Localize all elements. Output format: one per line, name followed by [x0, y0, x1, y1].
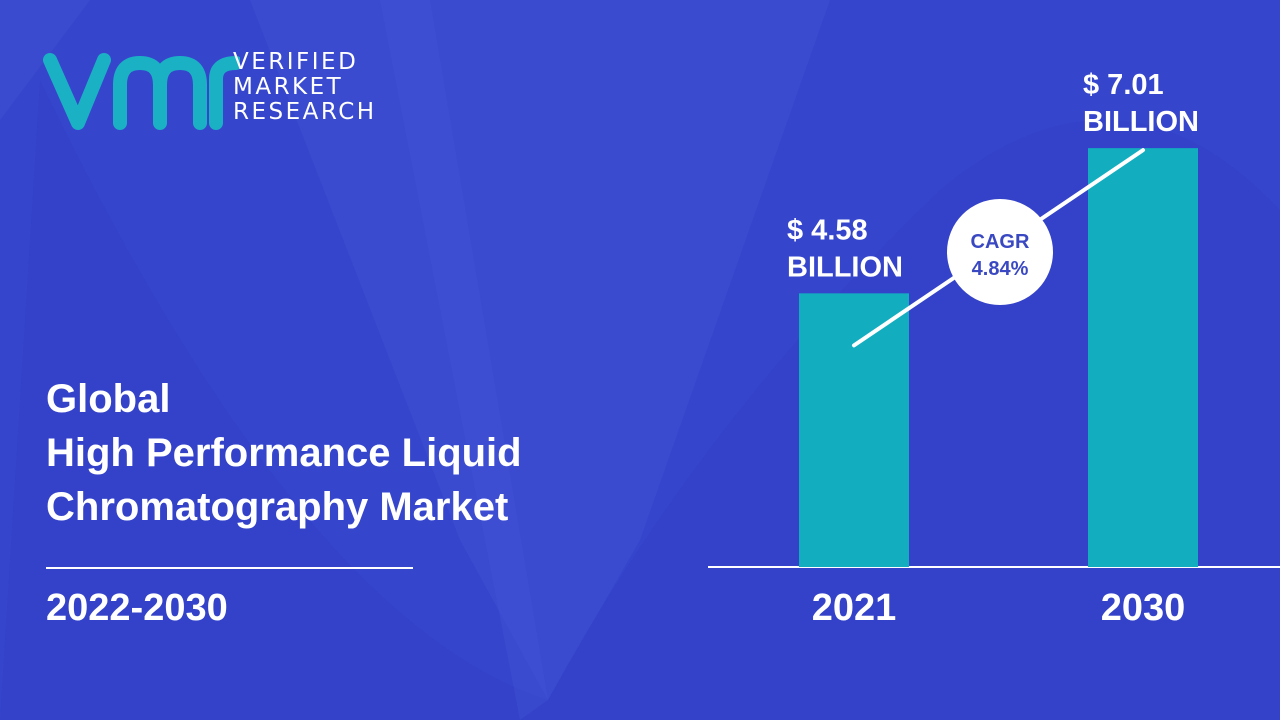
cagr-label-line-2: 4.84% — [972, 258, 1029, 280]
title-line-3: Chromatography Market — [46, 485, 509, 529]
page-title: Global High Performance Liquid Chromatog… — [46, 372, 522, 534]
x-tick-label-2030: 2030 — [1101, 587, 1186, 629]
cagr-label-line-1: CAGR — [971, 231, 1030, 253]
title-line-1: Global — [46, 377, 171, 421]
brand-name-line-1: VERIFIED — [233, 49, 359, 75]
title-line-2: High Performance Liquid — [46, 431, 522, 475]
cagr-circle — [947, 199, 1053, 305]
value-label-2030-line-1: $ 7.01 — [1083, 69, 1164, 101]
value-label-2021-line-1: $ 4.58 — [787, 214, 868, 246]
brand-name: VERIFIED MARKET RESEARCH — [233, 50, 377, 125]
x-tick-label-2021: 2021 — [812, 587, 897, 629]
bar-2021 — [799, 293, 909, 567]
value-label-2021-line-2: BILLION — [787, 251, 903, 283]
value-label-2030-line-2: BILLION — [1083, 106, 1199, 138]
brand-name-line-3: RESEARCH — [233, 99, 377, 125]
title-divider — [46, 567, 413, 569]
forecast-period: 2022-2030 — [46, 587, 228, 629]
bar-2030 — [1088, 148, 1198, 567]
vmr-logo-icon — [43, 53, 240, 130]
brand-name-line-2: MARKET — [233, 74, 344, 100]
